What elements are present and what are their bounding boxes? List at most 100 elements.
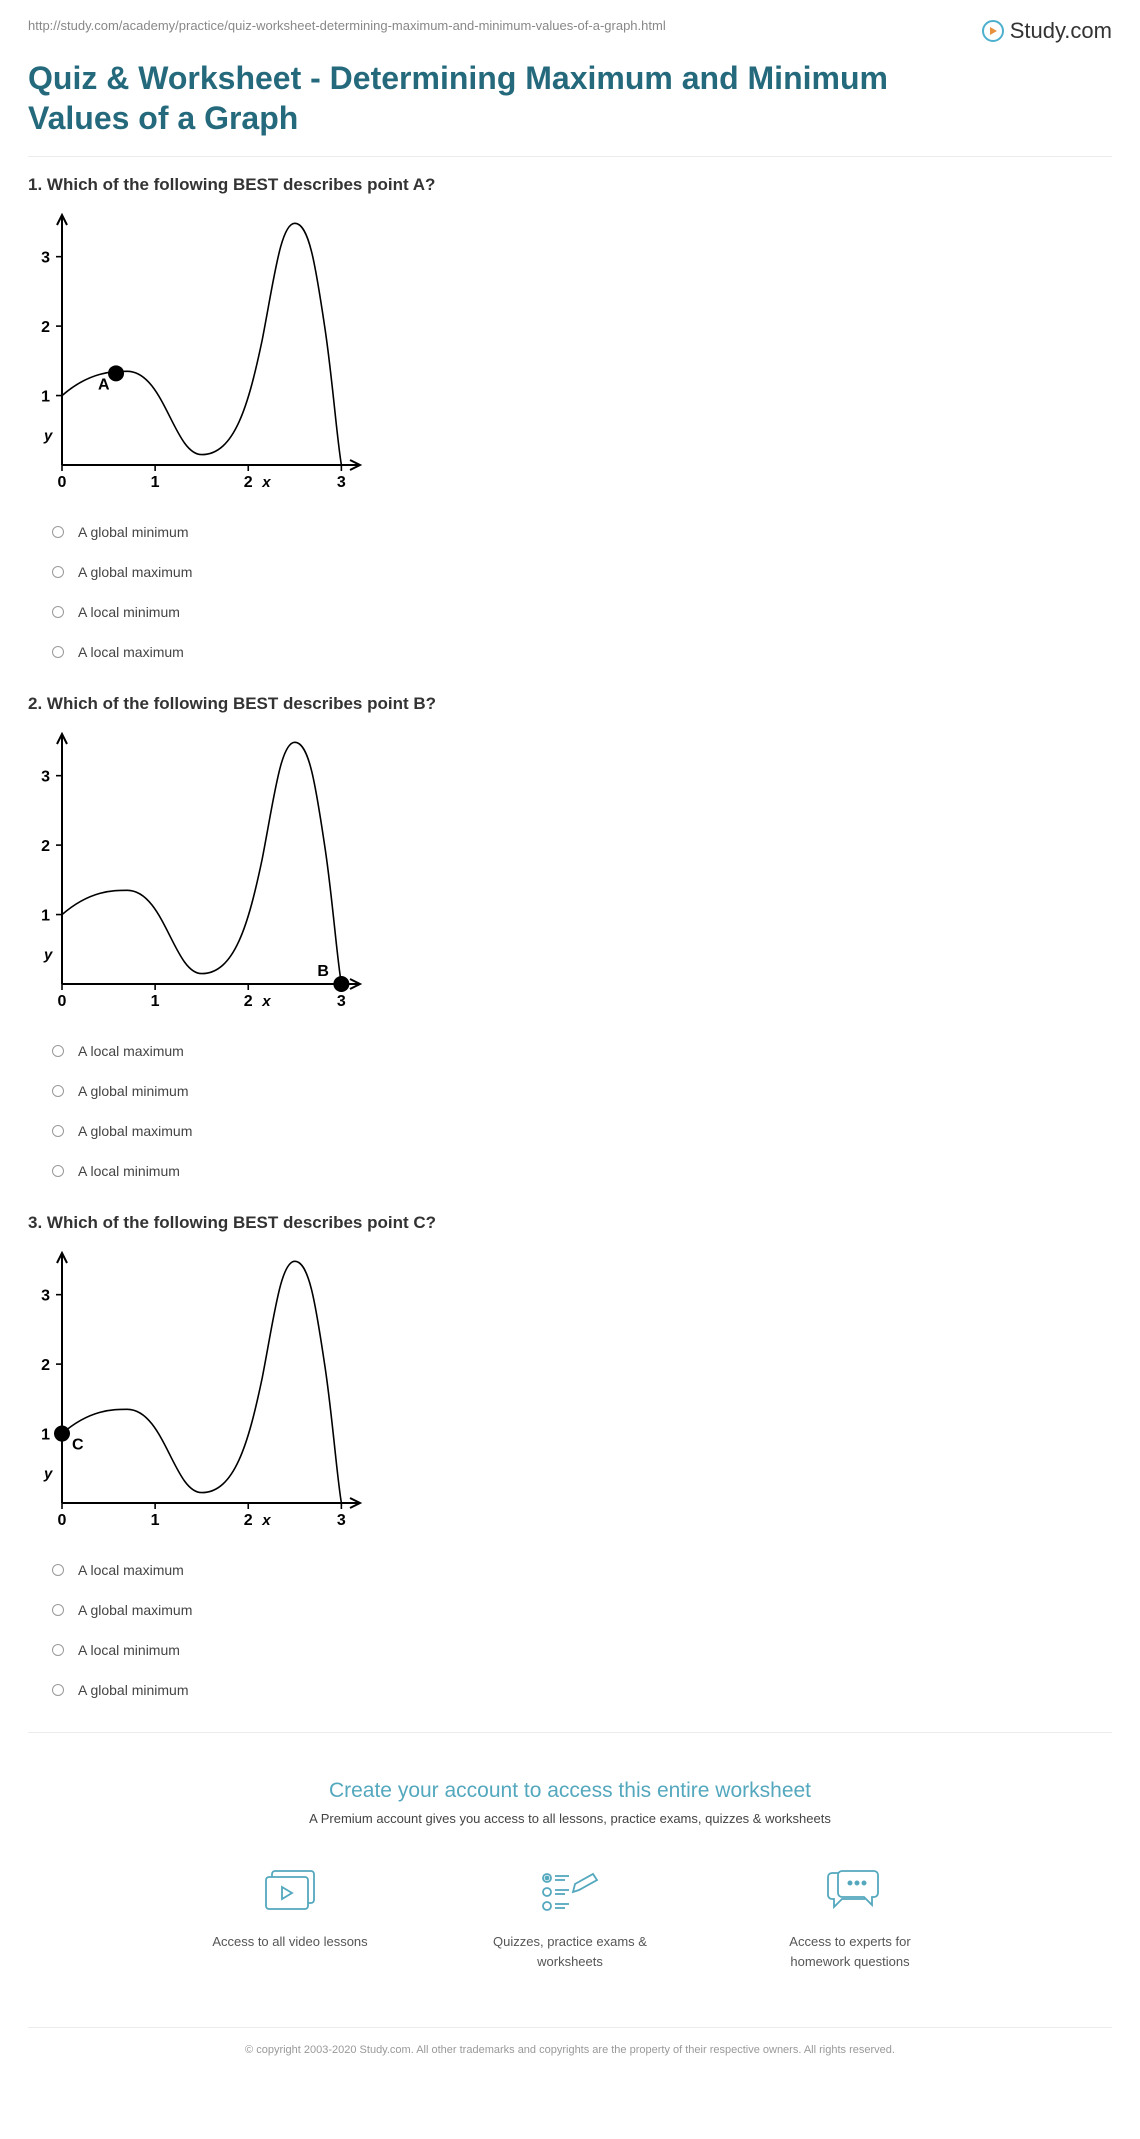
svg-text:x: x (261, 993, 271, 1010)
question-block: 1. Which of the following BEST describes… (28, 175, 1112, 660)
cta-section: Create your account to access this entir… (28, 1751, 1112, 2027)
feature-text: Quizzes, practice exams & worksheets (480, 1932, 660, 1971)
svg-text:1: 1 (151, 993, 160, 1010)
svg-text:2: 2 (41, 838, 50, 855)
cta-title: Create your account to access this entir… (68, 1779, 1072, 1803)
radio-icon (52, 526, 64, 538)
question-number: 1. (28, 175, 42, 194)
feature-text: Access to all video lessons (200, 1932, 380, 1952)
quiz-icon (480, 1866, 660, 1918)
radio-icon (52, 1125, 64, 1137)
question-block: 2. Which of the following BEST describes… (28, 694, 1112, 1179)
radio-icon (52, 1165, 64, 1177)
svg-text:1: 1 (41, 389, 50, 406)
cta-subtitle: A Premium account gives you access to al… (68, 1811, 1072, 1826)
svg-text:3: 3 (41, 769, 50, 786)
options-list: A global minimum A global maximum A loca… (52, 524, 1112, 660)
question-block: 3. Which of the following BEST describes… (28, 1213, 1112, 1698)
radio-icon (52, 1085, 64, 1097)
site-logo[interactable]: Study.com (982, 18, 1112, 44)
svg-text:0: 0 (58, 474, 67, 491)
divider (28, 1732, 1112, 1733)
answer-option[interactable]: A local minimum (52, 604, 1112, 620)
svg-text:y: y (43, 947, 53, 964)
answer-option[interactable]: A global maximum (52, 1123, 1112, 1139)
divider (28, 156, 1112, 157)
option-label: A global minimum (78, 1682, 189, 1698)
svg-text:y: y (43, 428, 53, 445)
svg-text:B: B (317, 963, 329, 980)
option-label: A global minimum (78, 524, 189, 540)
play-circle-icon (982, 20, 1004, 42)
question-prompt: Which of the following BEST describes po… (47, 1213, 436, 1232)
svg-text:A: A (98, 376, 110, 393)
question-text: 2. Which of the following BEST describes… (28, 694, 1112, 714)
radio-icon (52, 646, 64, 658)
option-label: A local minimum (78, 1642, 180, 1658)
option-label: A local maximum (78, 644, 184, 660)
feature-text: Access to experts for homework questions (760, 1932, 940, 1971)
svg-text:C: C (72, 1437, 84, 1454)
copyright-text: © copyright 2003-2020 Study.com. All oth… (28, 2027, 1112, 2067)
svg-text:y: y (43, 1466, 53, 1483)
question-text: 3. Which of the following BEST describes… (28, 1213, 1112, 1233)
svg-text:2: 2 (41, 1357, 50, 1374)
svg-text:3: 3 (337, 1512, 346, 1529)
question-graph: 0123123 x y A (28, 207, 1112, 502)
answer-option[interactable]: A global minimum (52, 524, 1112, 540)
svg-text:1: 1 (41, 908, 50, 925)
radio-icon (52, 1564, 64, 1576)
question-number: 3. (28, 1213, 42, 1232)
video-icon (200, 1866, 380, 1918)
svg-text:1: 1 (151, 474, 160, 491)
svg-text:3: 3 (41, 1288, 50, 1305)
svg-text:0: 0 (58, 1512, 67, 1529)
option-label: A local minimum (78, 1163, 180, 1179)
page-title: Quiz & Worksheet - Determining Maximum a… (28, 58, 908, 138)
option-label: A global maximum (78, 564, 192, 580)
header-row: http://study.com/academy/practice/quiz-w… (28, 18, 1112, 44)
svg-text:3: 3 (337, 474, 346, 491)
answer-option[interactable]: A local minimum (52, 1642, 1112, 1658)
svg-text:2: 2 (244, 993, 253, 1010)
radio-icon (52, 1604, 64, 1616)
logo-text: Study.com (1010, 18, 1112, 44)
answer-option[interactable]: A global minimum (52, 1682, 1112, 1698)
answer-option[interactable]: A global maximum (52, 564, 1112, 580)
feature-item: Access to all video lessons (200, 1866, 380, 1971)
question-prompt: Which of the following BEST describes po… (47, 694, 436, 713)
svg-text:1: 1 (41, 1427, 50, 1444)
answer-option[interactable]: A local maximum (52, 1562, 1112, 1578)
radio-icon (52, 566, 64, 578)
option-label: A local minimum (78, 604, 180, 620)
question-text: 1. Which of the following BEST describes… (28, 175, 1112, 195)
option-label: A global maximum (78, 1602, 192, 1618)
question-graph: 0 1 2 3 1 2 3 x y B (28, 726, 1112, 1021)
svg-text:3: 3 (41, 250, 50, 267)
svg-text:2: 2 (244, 1512, 253, 1529)
question-number: 2. (28, 694, 42, 713)
answer-option[interactable]: A local maximum (52, 644, 1112, 660)
svg-text:0: 0 (58, 993, 67, 1010)
graph-svg: 0123123 x y A (28, 207, 368, 497)
option-label: A global maximum (78, 1123, 192, 1139)
svg-text:1: 1 (151, 1512, 160, 1529)
svg-text:3: 3 (337, 993, 346, 1010)
question-graph: 0123123 x y C (28, 1245, 1112, 1540)
page-url: http://study.com/academy/practice/quiz-w… (28, 18, 666, 35)
radio-icon (52, 1045, 64, 1057)
graph-svg: 0123123 x y C (28, 1245, 368, 1535)
feature-row: Access to all video lessons Quizzes, pra… (68, 1866, 1072, 1971)
graph-svg: 0 1 2 3 1 2 3 x y B (28, 726, 368, 1016)
answer-option[interactable]: A local maximum (52, 1043, 1112, 1059)
answer-option[interactable]: A local minimum (52, 1163, 1112, 1179)
options-list: A local maximum A global minimum A globa… (52, 1043, 1112, 1179)
svg-text:x: x (261, 474, 271, 491)
answer-option[interactable]: A global maximum (52, 1602, 1112, 1618)
chat-icon (760, 1866, 940, 1918)
options-list: A local maximum A global maximum A local… (52, 1562, 1112, 1698)
feature-item: Quizzes, practice exams & worksheets (480, 1866, 660, 1971)
option-label: A local maximum (78, 1562, 184, 1578)
answer-option[interactable]: A global minimum (52, 1083, 1112, 1099)
option-label: A local maximum (78, 1043, 184, 1059)
